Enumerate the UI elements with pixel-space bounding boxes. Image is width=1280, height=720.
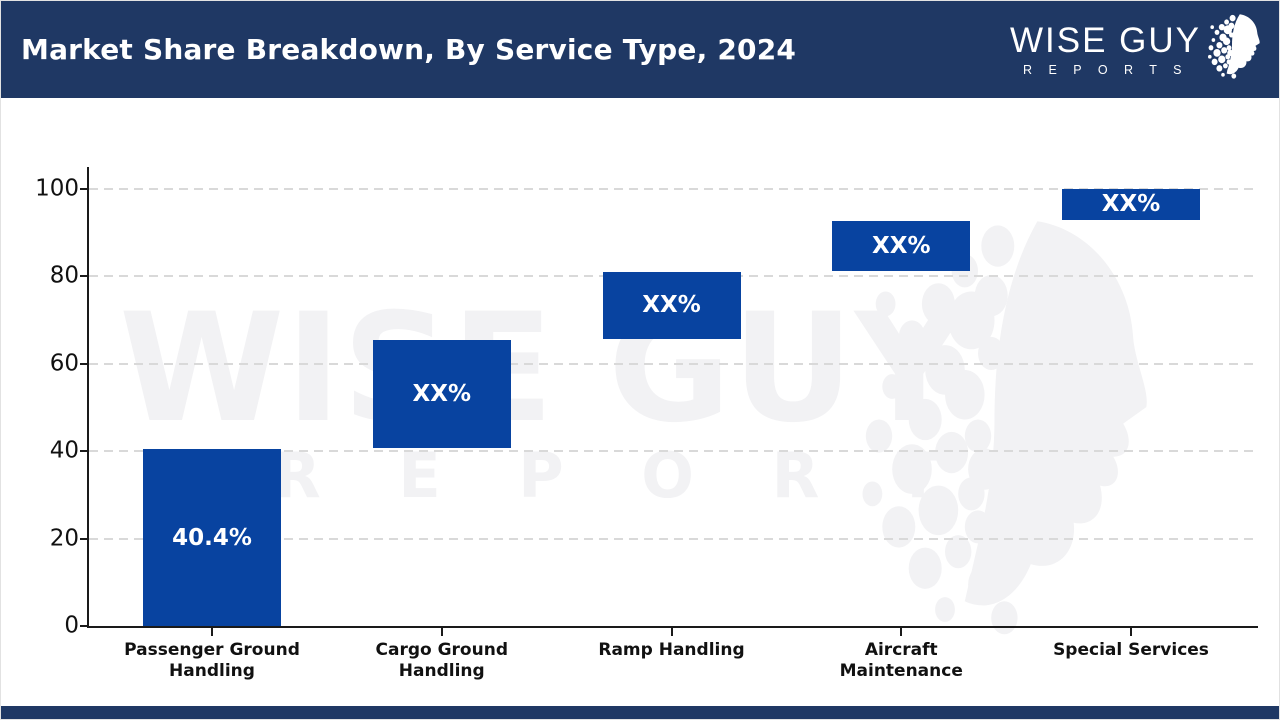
- y-tick-label: 40: [49, 437, 79, 464]
- x-category-label: Passenger Ground Handling: [124, 640, 300, 681]
- y-tick-label: 80: [49, 262, 79, 289]
- logo-wordmark: WISE GUY: [1009, 21, 1201, 60]
- y-tick-mark: [80, 450, 88, 452]
- bar-special-services: XX%: [1062, 188, 1200, 220]
- header: Market Share Breakdown, By Service Type,…: [1, 1, 1279, 98]
- y-gridline: [89, 187, 1258, 190]
- x-tick-mark: [670, 628, 673, 636]
- y-tick-label: 20: [49, 525, 79, 551]
- x-axis-line: [87, 626, 1258, 628]
- y-gridline: [89, 362, 1258, 365]
- bar-value-label: XX%: [871, 232, 931, 259]
- y-tick-label: 0: [64, 612, 79, 639]
- logo-face-icon: [1208, 14, 1260, 79]
- bar-value-label: XX%: [412, 381, 471, 408]
- x-tick-mark: [900, 628, 903, 636]
- y-axis-line: [87, 166, 89, 628]
- y-tick-mark: [80, 275, 88, 277]
- bar-value-label: XX%: [642, 292, 701, 319]
- x-category-label: Cargo Ground Handling: [375, 640, 509, 681]
- y-tick-mark: [80, 187, 88, 190]
- bar-aircraft-maintenance: XX%: [832, 220, 971, 271]
- x-tick-mark: [1130, 628, 1132, 636]
- x-category-label: Aircraft Maintenance: [839, 640, 963, 681]
- y-tick-label: 60: [49, 350, 79, 376]
- bar-value-label: XX%: [1101, 191, 1161, 218]
- bar-passenger-ground-handling: 40.4%: [143, 449, 281, 626]
- bar-value-label: 40.4%: [172, 524, 252, 551]
- bar-ramp-handling: XX%: [602, 271, 741, 339]
- bar-cargo-ground-handling: XX%: [372, 339, 511, 449]
- x-category-label: Special Services: [1053, 640, 1209, 660]
- footer-bar: [1, 706, 1279, 719]
- x-tick-mark: [440, 628, 443, 636]
- x-category-label: Ramp Handling: [598, 640, 745, 660]
- y-tick-mark: [80, 362, 88, 365]
- wiseguy-logo: WISE GUY R E P O R T S: [1010, 9, 1265, 91]
- y-tick-label: 100: [35, 175, 79, 201]
- y-gridline: [89, 537, 1258, 540]
- y-gridline: [89, 450, 1258, 452]
- chart-title: Market Share Breakdown, By Service Type,…: [21, 33, 797, 66]
- y-tick-mark: [80, 537, 88, 540]
- logo-subtext: R E P O R T S: [1022, 63, 1189, 77]
- y-tick-mark: [80, 625, 88, 627]
- x-tick-mark: [211, 628, 213, 636]
